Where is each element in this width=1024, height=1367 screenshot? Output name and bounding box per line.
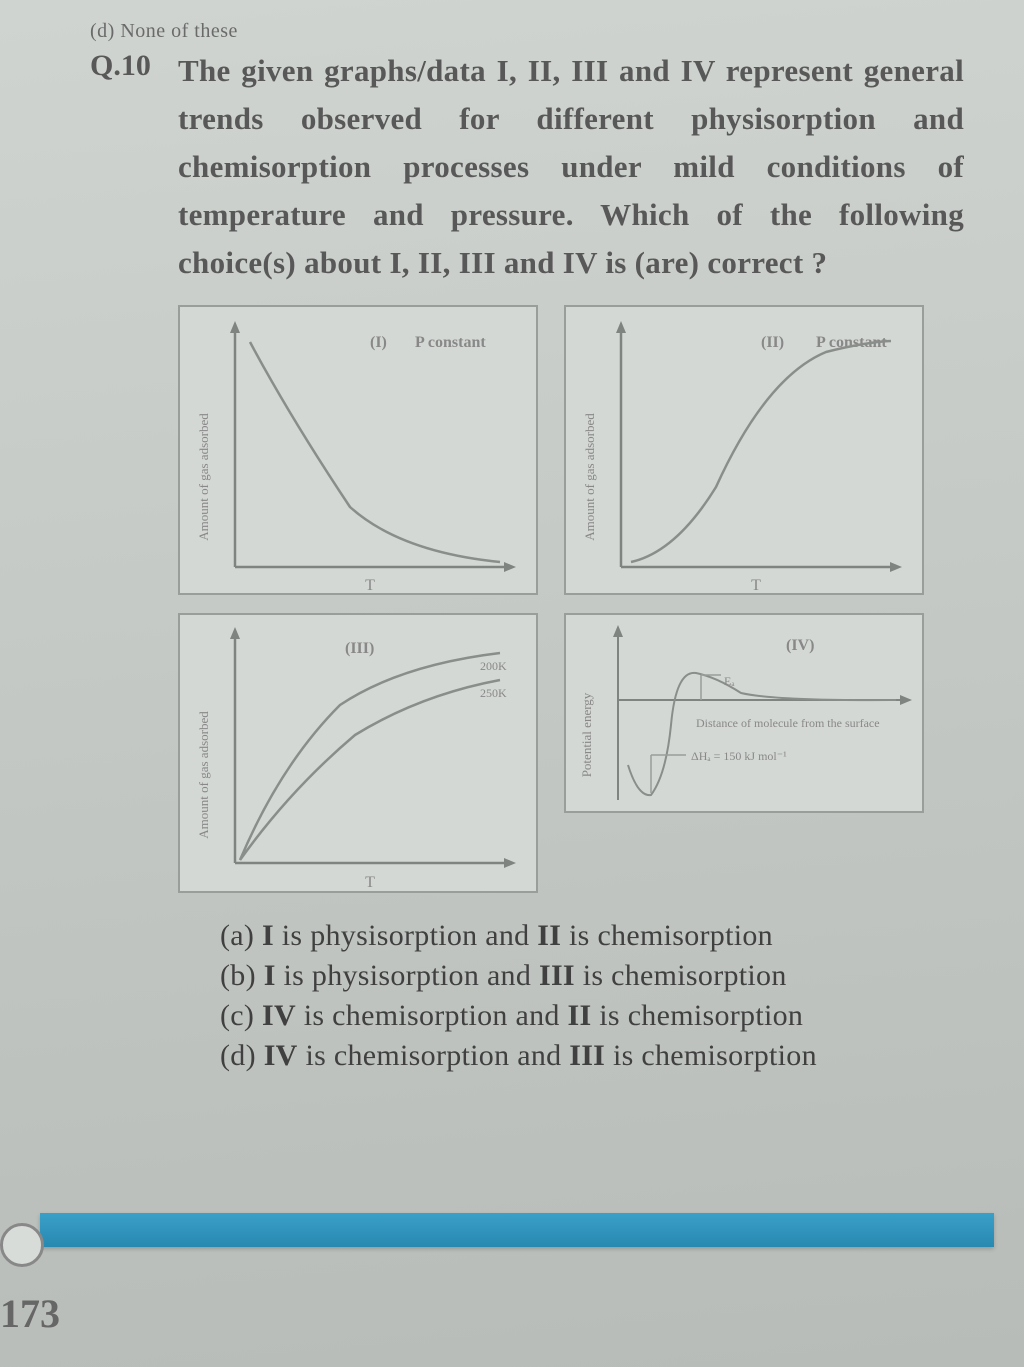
graph-3-label-200k: 200K <box>480 659 507 673</box>
option-d: (d) IV is chemisorption and III is chemi… <box>220 1039 964 1073</box>
prev-option-fragment: (d) None of these <box>90 20 964 43</box>
question-number: Q.10 <box>90 47 178 287</box>
question-row: Q.10 The given graphs/data I, II, III an… <box>90 47 964 287</box>
option-c-after: is chemisorption <box>591 999 803 1032</box>
option-b-mid: is physisorption and <box>276 959 539 992</box>
graph-2-roman: (II) <box>761 334 784 351</box>
graph-4-xlabel: Distance of molecule from the surface <box>696 716 880 730</box>
graph-1-xlabel: T <box>365 577 375 594</box>
section-divider-bar <box>40 1213 994 1247</box>
options-list: (a) I is physisorption and II is chemiso… <box>220 919 964 1073</box>
page: (d) None of these Q.10 The given graphs/… <box>0 0 1024 1367</box>
option-a-b1: I <box>262 919 274 952</box>
option-a-b2: II <box>537 919 561 952</box>
graph-grid: Amount of gas adsorbed T (I) P constant … <box>178 305 964 893</box>
spiral-hole-icon <box>0 1223 44 1267</box>
option-b-letter: (b) <box>220 959 256 992</box>
graph-row-2: Amount of gas adsorbed T (III) 200K 250K <box>178 613 964 893</box>
graph-2-ylabel: Amount of gas adsorbed <box>582 413 597 541</box>
graph-3: Amount of gas adsorbed T (III) 200K 250K <box>178 613 538 893</box>
graph-3-roman: (III) <box>345 640 374 657</box>
graph-2-curve <box>631 341 891 562</box>
option-a-mid: is physisorption and <box>274 919 537 952</box>
option-d-letter: (d) <box>220 1039 256 1072</box>
graph-2-svg: Amount of gas adsorbed T (II) P constant <box>566 307 926 597</box>
option-b-b1: I <box>264 959 276 992</box>
option-d-b2: III <box>569 1039 605 1072</box>
graph-4-dh: ΔHₐ = 150 kJ mol⁻¹ <box>691 749 787 763</box>
option-a-after: is chemisorption <box>561 919 773 952</box>
graph-4: Potential energy (IV) Eₐ Distance of mol… <box>564 613 924 813</box>
option-c-b1: IV <box>262 999 296 1032</box>
page-number: 173 <box>0 1290 60 1337</box>
graph-4-svg: Potential energy (IV) Eₐ Distance of mol… <box>566 615 926 815</box>
question-text: The given graphs/data I, II, III and IV … <box>178 47 964 287</box>
graph-row-1: Amount of gas adsorbed T (I) P constant … <box>178 305 964 595</box>
option-d-mid: is chemisorption and <box>298 1039 570 1072</box>
graph-1-svg: Amount of gas adsorbed T (I) P constant <box>180 307 540 597</box>
graph-1-ylabel: Amount of gas adsorbed <box>196 413 211 541</box>
option-b: (b) I is physisorption and III is chemis… <box>220 959 964 993</box>
graph-2-xlabel: T <box>751 577 761 594</box>
graph-4-roman: (IV) <box>786 637 814 654</box>
option-c-mid: is chemisorption and <box>296 999 568 1032</box>
graph-1: Amount of gas adsorbed T (I) P constant <box>178 305 538 595</box>
option-a: (a) I is physisorption and II is chemiso… <box>220 919 964 953</box>
option-b-after: is chemisorption <box>575 959 787 992</box>
option-c: (c) IV is chemisorption and II is chemis… <box>220 999 964 1033</box>
graph-4-curve <box>628 673 896 795</box>
graph-3-label-250k: 250K <box>480 686 507 700</box>
option-a-letter: (a) <box>220 919 254 952</box>
option-d-b1: IV <box>264 1039 298 1072</box>
graph-4-ea: Eₐ <box>724 674 735 688</box>
option-d-after: is chemisorption <box>605 1039 817 1072</box>
option-b-b2: III <box>539 959 575 992</box>
graph-3-ylabel: Amount of gas adsorbed <box>196 711 211 839</box>
graph-1-roman: (I) <box>370 334 387 351</box>
graph-2: Amount of gas adsorbed T (II) P constant <box>564 305 924 595</box>
option-c-letter: (c) <box>220 999 254 1032</box>
graph-3-svg: Amount of gas adsorbed T (III) 200K 250K <box>180 615 540 895</box>
option-c-b2: II <box>568 999 592 1032</box>
graph-1-cond: P constant <box>415 334 486 351</box>
graph-3-curve-200k <box>240 653 500 860</box>
graph-1-curve <box>250 342 500 562</box>
graph-4-ylabel: Potential energy <box>579 692 594 777</box>
graph-3-xlabel: T <box>365 874 375 891</box>
graph-3-curve-250k <box>240 680 500 860</box>
